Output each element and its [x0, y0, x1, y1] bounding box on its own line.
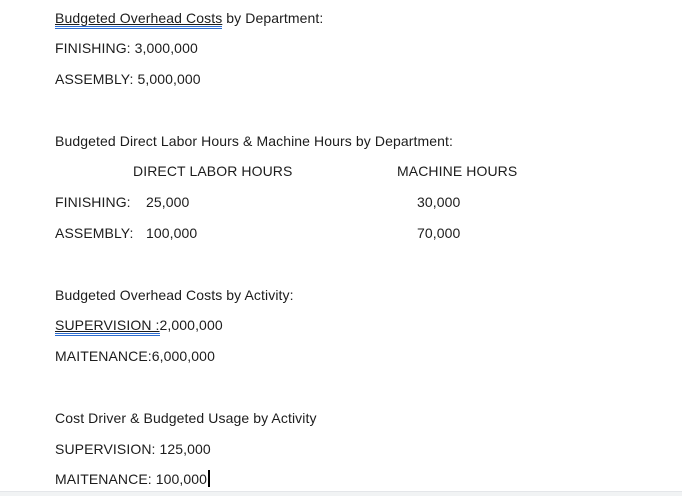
- grammar-underline-supervision: SUPERVISION :: [55, 317, 160, 337]
- bottom-edge-strip: [0, 491, 682, 496]
- line-assembly-overhead[interactable]: ASSEMBLY: 5,000,000: [55, 64, 682, 95]
- line-finishing-overhead[interactable]: FINISHING: 3,000,000: [55, 33, 682, 64]
- blank-line-3[interactable]: [55, 372, 682, 403]
- blank-line-2[interactable]: [55, 249, 682, 280]
- line-cost-driver-heading[interactable]: Cost Driver & Budgeted Usage by Activity: [55, 403, 682, 434]
- line-activity-overhead-heading[interactable]: Budgeted Overhead Costs by Activity:: [55, 280, 682, 311]
- column-header-direct-labor-hours: DIRECT LABOR HOURS: [133, 163, 293, 180]
- line-hours-heading[interactable]: Budgeted Direct Labor Hours & Machine Ho…: [55, 126, 682, 157]
- table-row-assembly-hours[interactable]: ASSEMBLY: 100,000 70,000: [55, 218, 682, 249]
- row-label-assembly: ASSEMBLY:: [55, 225, 134, 242]
- line-supervision-overhead[interactable]: SUPERVISION :2,000,000: [55, 310, 682, 341]
- text-caret: [208, 470, 210, 488]
- overhead-dept-heading-rest: by Department:: [222, 9, 324, 26]
- activity-overhead-heading-text: Budgeted Overhead Costs by Activity:: [55, 286, 294, 303]
- line-maintenance-overhead[interactable]: MAITENANCE:6,000,000: [55, 341, 682, 372]
- assembly-machine-hours-value: 70,000: [417, 225, 461, 242]
- finishing-direct-labor-hours-value: 25,000: [146, 194, 190, 211]
- maintenance-overhead-text: MAITENANCE:6,000,000: [55, 348, 215, 365]
- supervision-usage-text: SUPERVISION: 125,000: [55, 440, 211, 457]
- line-overhead-dept-heading[interactable]: Budgeted Overhead Costs by Department:: [55, 3, 682, 34]
- table-row-finishing-hours[interactable]: FINISHING: 25,000 30,000: [55, 187, 682, 218]
- overhead-dept-heading-underlined: Budgeted Overhead Costs: [55, 9, 223, 26]
- supervision-label-underlined: SUPERVISION :: [55, 317, 160, 334]
- hours-heading-text: Budgeted Direct Labor Hours & Machine Ho…: [55, 132, 453, 149]
- finishing-overhead-text: FINISHING: 3,000,000: [55, 40, 198, 57]
- line-hours-column-headers[interactable]: DIRECT LABOR HOURS MACHINE HOURS: [55, 156, 682, 187]
- blank-line-1[interactable]: [55, 95, 682, 126]
- row-label-finishing: FINISHING:: [55, 194, 131, 211]
- cost-driver-heading-text: Cost Driver & Budgeted Usage by Activity: [55, 409, 317, 426]
- assembly-overhead-text: ASSEMBLY: 5,000,000: [55, 71, 201, 88]
- finishing-machine-hours-value: 30,000: [417, 194, 461, 211]
- column-header-machine-hours: MACHINE HOURS: [397, 163, 518, 180]
- maintenance-usage-text: MAITENANCE: 100,000: [55, 471, 208, 488]
- assembly-direct-labor-hours-value: 100,000: [146, 225, 198, 242]
- grammar-underline-overhead-costs: Budgeted Overhead Costs: [55, 9, 223, 29]
- supervision-overhead-value: 2,000,000: [159, 317, 223, 334]
- line-supervision-usage[interactable]: SUPERVISION: 125,000: [55, 434, 682, 465]
- line-maintenance-usage[interactable]: MAITENANCE: 100,000: [55, 464, 682, 495]
